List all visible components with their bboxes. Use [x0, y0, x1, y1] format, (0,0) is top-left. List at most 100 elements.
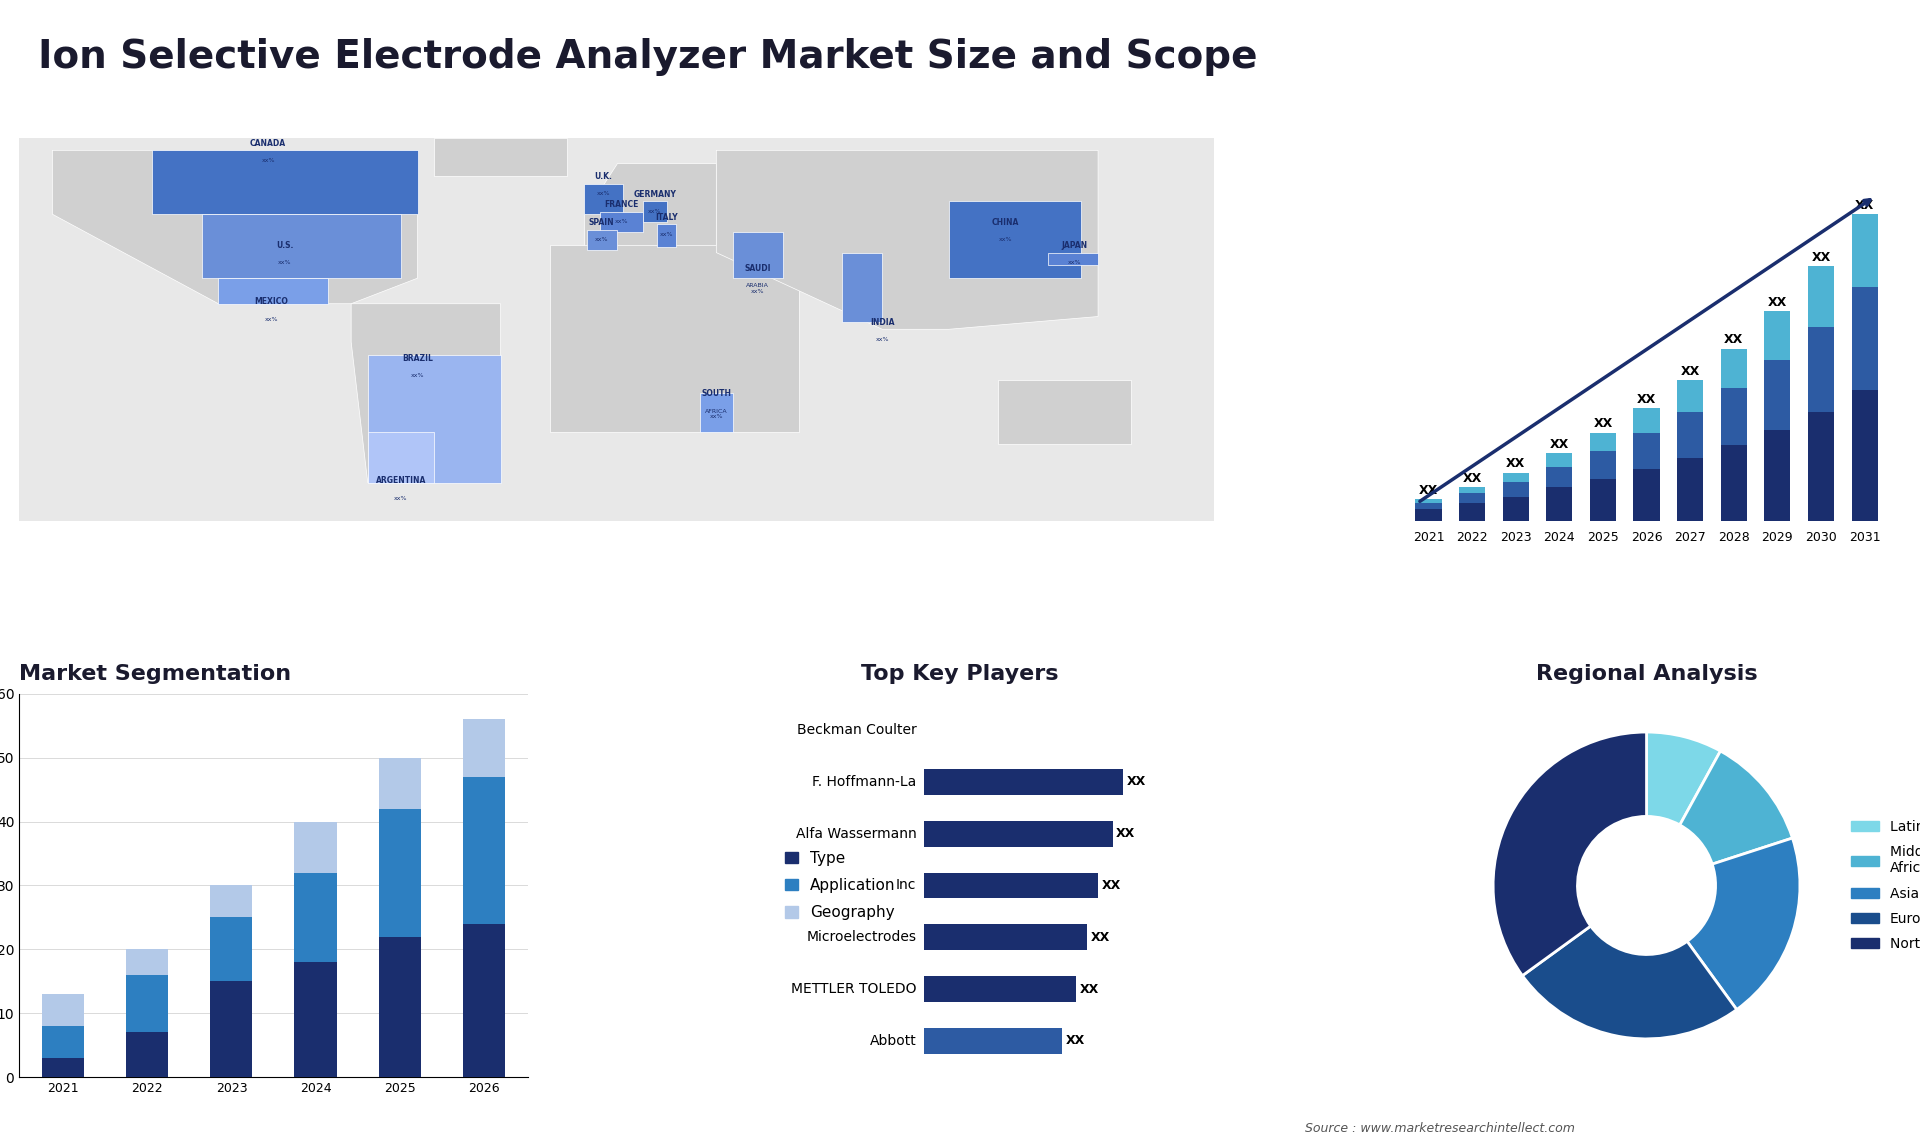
Text: xx%: xx% — [649, 209, 662, 214]
Text: MEXICO: MEXICO — [255, 297, 288, 306]
Title: Regional Analysis: Regional Analysis — [1536, 664, 1757, 684]
Bar — [924, 1028, 1062, 1054]
Title: Top Key Players: Top Key Players — [862, 664, 1058, 684]
Text: Market Segmentation: Market Segmentation — [19, 664, 292, 684]
Text: ARABIA
xx%: ARABIA xx% — [747, 283, 770, 295]
Text: XX: XX — [1091, 931, 1110, 944]
Bar — [924, 821, 1112, 847]
Polygon shape — [601, 212, 643, 233]
Text: Ion Selective Electrode Analyzer Market Size and Scope: Ion Selective Electrode Analyzer Market … — [38, 38, 1258, 77]
Text: XX: XX — [1505, 457, 1524, 470]
Bar — [1676, 411, 1703, 458]
Bar — [294, 963, 336, 1077]
Text: xx%: xx% — [660, 233, 674, 237]
Polygon shape — [369, 355, 501, 482]
Bar — [1503, 482, 1528, 497]
Bar — [42, 1058, 84, 1077]
Bar — [1415, 503, 1442, 509]
Text: XX: XX — [1768, 296, 1788, 308]
Bar — [1546, 453, 1572, 466]
Wedge shape — [1523, 926, 1738, 1039]
Bar — [1720, 387, 1747, 445]
Polygon shape — [643, 202, 666, 222]
Bar — [1809, 327, 1834, 411]
Polygon shape — [699, 393, 733, 432]
Text: xx%: xx% — [597, 191, 611, 196]
Text: xx%: xx% — [278, 260, 292, 265]
Bar — [1459, 503, 1486, 521]
Text: GERMANY: GERMANY — [634, 190, 676, 199]
Bar — [1590, 479, 1617, 521]
Bar — [924, 925, 1087, 950]
Text: Beckman Coulter: Beckman Coulter — [797, 723, 916, 737]
Bar — [1503, 472, 1528, 482]
Text: AFRICA
xx%: AFRICA xx% — [705, 409, 728, 419]
Bar — [378, 936, 420, 1077]
Text: F. Hoffmann-La: F. Hoffmann-La — [812, 775, 916, 788]
Polygon shape — [588, 229, 616, 250]
Bar — [211, 981, 252, 1077]
Text: FRANCE: FRANCE — [605, 201, 639, 209]
Text: xx%: xx% — [614, 219, 628, 225]
Polygon shape — [657, 225, 676, 248]
Wedge shape — [1494, 732, 1647, 975]
Legend: Latin America, Middle East &
Africa, Asia Pacific, Europe, North America: Latin America, Middle East & Africa, Asi… — [1845, 815, 1920, 957]
Bar — [463, 720, 505, 777]
Bar — [1459, 493, 1486, 503]
Bar — [924, 872, 1098, 898]
Text: INDIA: INDIA — [870, 317, 895, 327]
Polygon shape — [369, 432, 434, 482]
Bar — [1546, 466, 1572, 487]
Text: ITALY: ITALY — [655, 213, 678, 222]
Bar — [1809, 411, 1834, 521]
Bar — [378, 758, 420, 809]
Text: Abbott: Abbott — [870, 1034, 916, 1047]
Text: U.S.: U.S. — [276, 241, 294, 250]
Polygon shape — [351, 304, 501, 482]
Text: SOUTH: SOUTH — [701, 390, 732, 399]
Text: SPAIN: SPAIN — [589, 218, 614, 227]
Circle shape — [1578, 816, 1716, 955]
Bar — [211, 886, 252, 918]
Polygon shape — [733, 233, 783, 278]
Text: xx%: xx% — [1068, 260, 1081, 265]
Bar — [924, 769, 1123, 795]
Text: CANADA: CANADA — [250, 139, 286, 148]
Bar — [1590, 432, 1617, 450]
Bar — [1415, 509, 1442, 521]
Bar — [211, 918, 252, 981]
Polygon shape — [434, 138, 566, 175]
Polygon shape — [52, 150, 417, 304]
Bar — [1720, 445, 1747, 521]
Text: xx%: xx% — [595, 237, 609, 242]
Text: xx%: xx% — [265, 316, 278, 322]
Text: Inc: Inc — [897, 879, 916, 893]
Bar — [924, 976, 1077, 1002]
Bar — [1764, 360, 1791, 430]
Text: JAPAN: JAPAN — [1062, 241, 1089, 250]
Text: METTLER TOLEDO: METTLER TOLEDO — [791, 982, 916, 996]
Wedge shape — [1680, 751, 1793, 864]
Text: xx%: xx% — [261, 158, 275, 163]
Text: XX: XX — [1638, 393, 1657, 406]
Polygon shape — [202, 214, 401, 278]
Polygon shape — [19, 138, 1213, 521]
Text: Alfa Wassermann: Alfa Wassermann — [795, 826, 916, 841]
Text: SAUDI: SAUDI — [745, 264, 772, 273]
Text: ARGENTINA: ARGENTINA — [376, 477, 426, 485]
Bar — [463, 924, 505, 1077]
Bar — [1764, 312, 1791, 360]
Bar — [1676, 380, 1703, 411]
Bar — [42, 994, 84, 1026]
Text: XX: XX — [1102, 879, 1121, 892]
Text: Source : www.marketresearchintellect.com: Source : www.marketresearchintellect.com — [1306, 1122, 1574, 1135]
Polygon shape — [219, 278, 328, 304]
Text: xx%: xx% — [411, 372, 424, 378]
Text: XX: XX — [1594, 417, 1613, 430]
Bar — [1809, 266, 1834, 327]
Bar — [1764, 430, 1791, 521]
Bar — [294, 872, 336, 963]
Text: XX: XX — [1127, 776, 1146, 788]
Bar — [1634, 408, 1659, 432]
Bar — [42, 1026, 84, 1058]
